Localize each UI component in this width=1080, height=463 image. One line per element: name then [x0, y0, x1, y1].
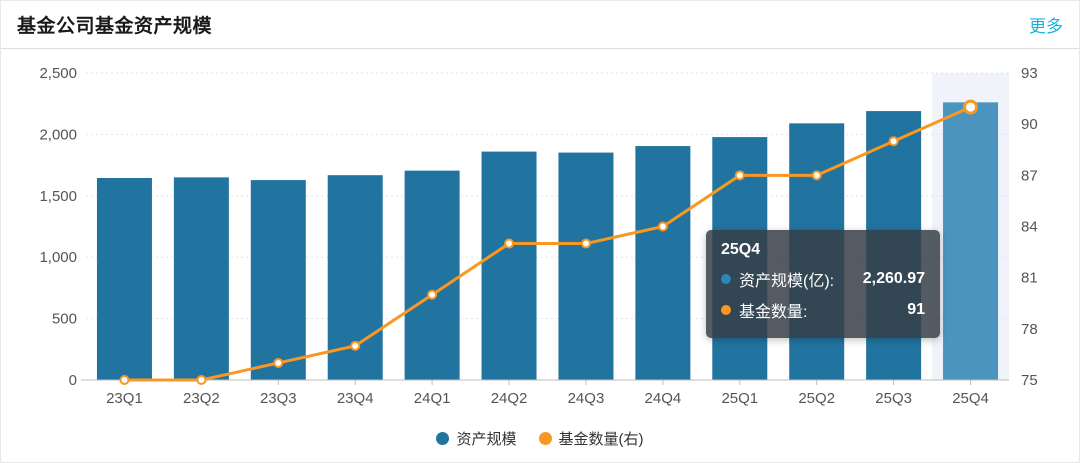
bar-23Q3[interactable]	[250, 180, 306, 380]
count-point-23Q2[interactable]	[196, 375, 207, 385]
legend-item-count[interactable]: 基金数量(右)	[538, 428, 644, 449]
bar-23Q1[interactable]	[96, 177, 152, 380]
legend-dot-icon	[436, 431, 450, 445]
bar-24Q2[interactable]	[481, 151, 537, 380]
y-axis-left-label: 500	[52, 311, 77, 328]
x-axis-label: 23Q3	[260, 390, 297, 407]
y-axis-right-label: 84	[1021, 219, 1038, 236]
bar-24Q3[interactable]	[558, 152, 614, 380]
bar-25Q4[interactable]	[943, 102, 999, 381]
y-axis-right-label: 81	[1021, 270, 1038, 287]
count-line	[122, 105, 973, 382]
more-link[interactable]: 更多	[1029, 17, 1063, 36]
count-point-25Q2[interactable]	[811, 170, 822, 181]
y-axis-right-label: 90	[1021, 116, 1038, 133]
count-point-25Q3[interactable]	[888, 136, 899, 147]
y-axis-right-label: 87	[1021, 167, 1038, 184]
x-axis-label: 23Q4	[337, 390, 374, 407]
bar-24Q1[interactable]	[404, 170, 460, 380]
chart-legend: 资产规模 基金数量(右)	[1, 427, 1079, 449]
y-axis-left-label: 2,000	[39, 126, 77, 143]
bar-25Q3[interactable]	[866, 111, 922, 381]
count-point-23Q4[interactable]	[350, 340, 361, 351]
x-axis-label: 24Q4	[645, 390, 682, 407]
legend-item-assets[interactable]: 资产规模	[436, 428, 517, 449]
bar-25Q2[interactable]	[789, 123, 845, 381]
x-axis-label: 25Q2	[798, 390, 835, 407]
y-axis-right-label: 78	[1021, 321, 1038, 338]
count-point-24Q2[interactable]	[504, 238, 515, 249]
count-point-25Q1[interactable]	[734, 170, 745, 181]
x-axis-label: 24Q3	[568, 390, 605, 407]
count-point-24Q4[interactable]	[657, 221, 668, 232]
x-axis-label: 23Q1	[106, 390, 143, 407]
y-axis-left-label: 2,500	[39, 65, 77, 82]
bar-23Q2[interactable]	[173, 177, 229, 380]
y-axis-right-label: 93	[1021, 65, 1038, 82]
legend-label: 基金数量(右)	[558, 430, 644, 448]
x-axis-label: 24Q2	[491, 390, 528, 407]
count-point-23Q1[interactable]	[119, 375, 130, 385]
legend-label: 资产规模	[456, 430, 517, 448]
x-axis-label: 25Q4	[952, 390, 989, 407]
y-axis-left-label: 0	[69, 372, 77, 389]
y-axis-left-label: 1,500	[39, 188, 77, 205]
count-point-24Q3[interactable]	[580, 238, 591, 249]
x-axis-label: 24Q1	[414, 390, 451, 407]
bar-24Q4[interactable]	[635, 146, 691, 380]
page-title: 基金公司基金资产规模	[17, 16, 213, 37]
x-axis-label: 25Q3	[875, 390, 912, 407]
count-point-24Q1[interactable]	[427, 289, 438, 300]
x-axis-label: 23Q2	[183, 390, 220, 407]
count-point-23Q3[interactable]	[273, 357, 284, 368]
y-axis-right-label: 75	[1021, 372, 1038, 389]
y-axis-left-label: 1,000	[39, 249, 77, 266]
panel-header: 基金公司基金资产规模 更多	[1, 1, 1079, 49]
legend-dot-icon	[538, 431, 552, 445]
count-point-25Q4[interactable]	[963, 99, 979, 115]
x-axis-label: 25Q1	[721, 390, 758, 407]
